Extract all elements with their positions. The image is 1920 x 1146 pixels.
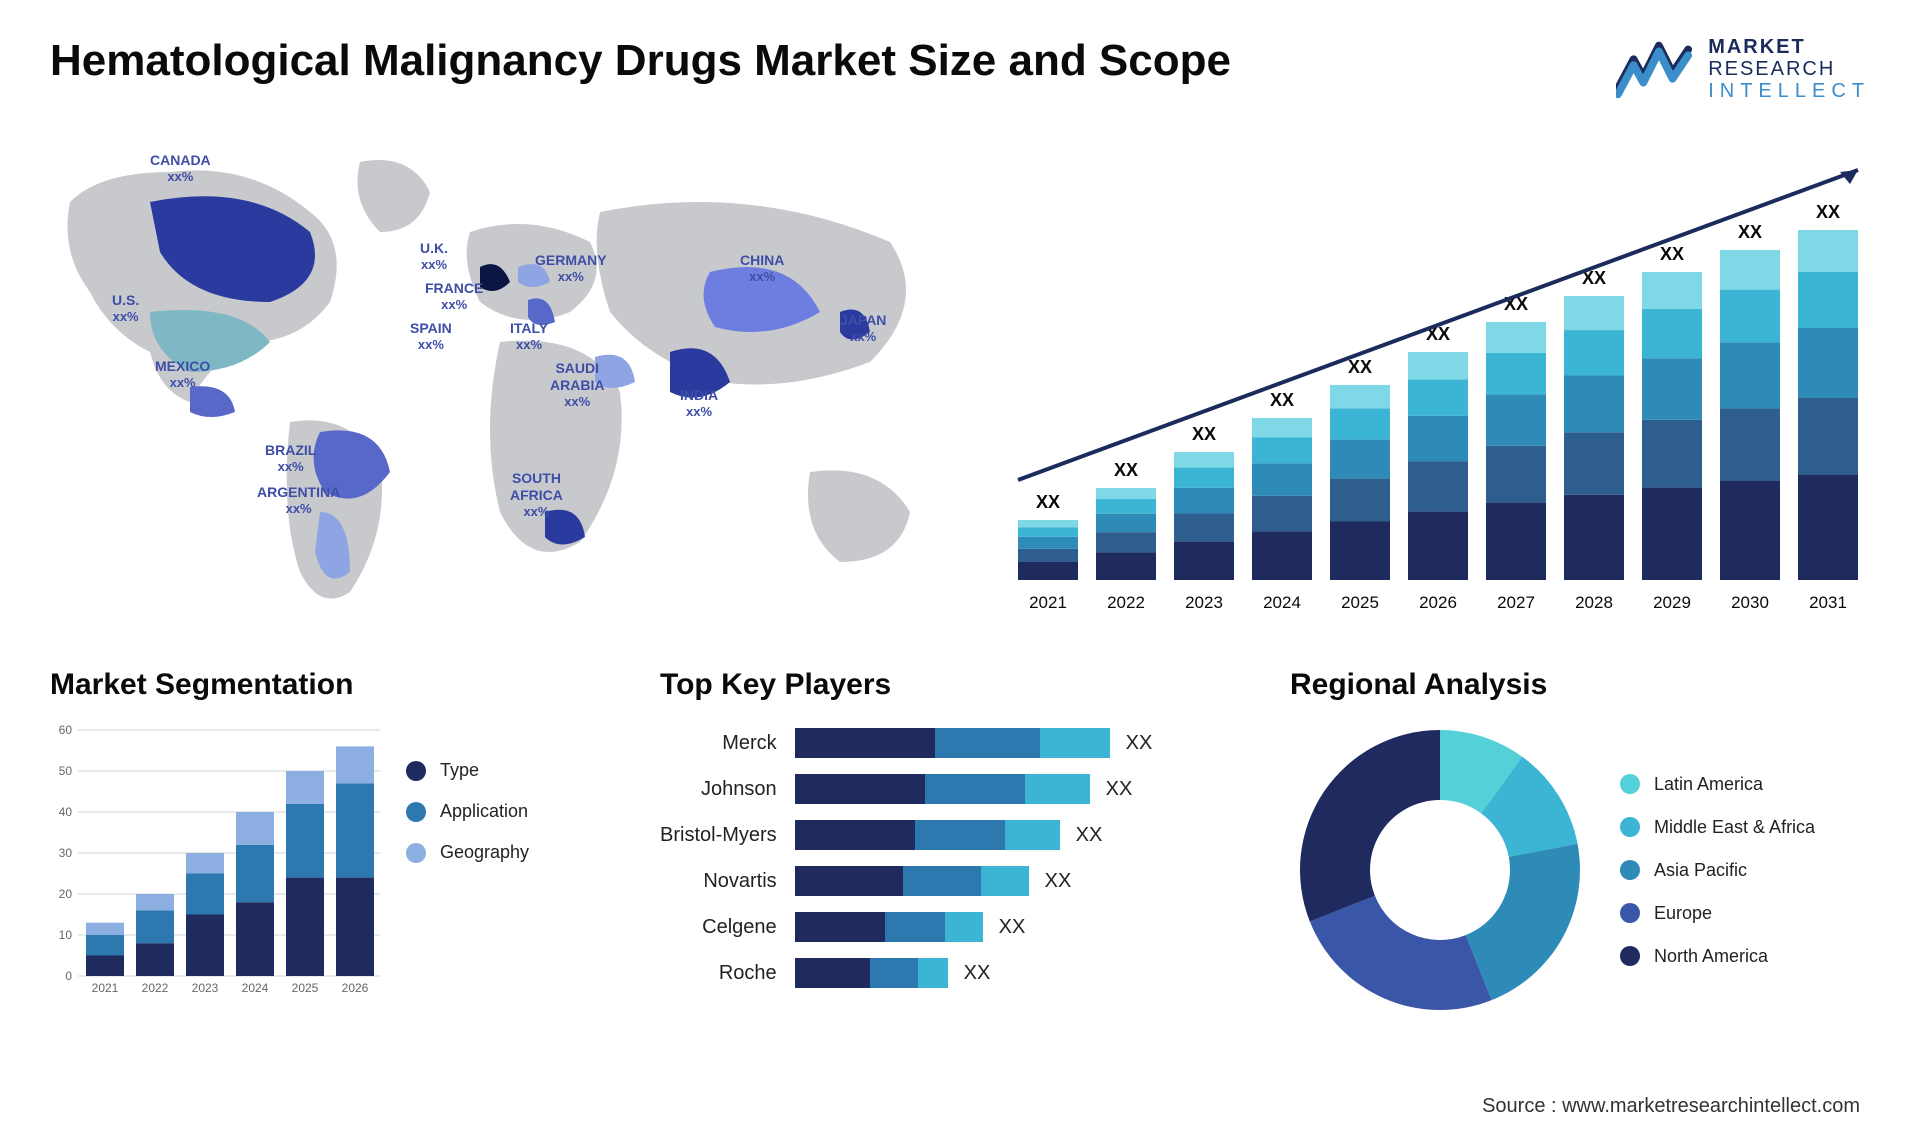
segmentation-panel: Market Segmentation 0 10 20 30 40 50 60 2021 202…: [50, 668, 610, 1020]
map-country-label: CANADAxx%: [150, 152, 211, 184]
legend-item: Europe: [1620, 903, 1815, 924]
svg-text:XX: XX: [1348, 357, 1372, 377]
svg-text:2025: 2025: [292, 981, 319, 995]
map-country-label: INDIAxx%: [680, 387, 718, 419]
legend-item: Application: [406, 801, 529, 822]
player-bar-row: XX: [795, 958, 1240, 988]
logo-line2: RESEARCH: [1708, 58, 1870, 80]
players-labels: Merck Johnson Bristol-Myers Novartis Celgene…: [660, 720, 777, 988]
map-country-label: ARGENTINAxx%: [257, 484, 340, 516]
svg-text:50: 50: [59, 764, 73, 778]
map-country-label: BRAZILxx%: [265, 442, 316, 474]
players-bars: XX XX XX XX XX XX: [795, 720, 1240, 988]
map-country-label: CHINAxx%: [740, 252, 784, 284]
svg-text:2023: 2023: [1185, 593, 1223, 612]
svg-text:60: 60: [59, 723, 73, 737]
regional-panel: Regional Analysis Latin America Middle Ea…: [1290, 668, 1870, 1020]
svg-text:2021: 2021: [92, 981, 119, 995]
legend-item: Asia Pacific: [1620, 860, 1815, 881]
svg-text:40: 40: [59, 805, 73, 819]
growth-bar-chart: XXXXXXXXXXXXXXXXXXXXXX 20212022202320242…: [1010, 132, 1870, 622]
map-country-label: U.S.xx%: [112, 292, 139, 324]
world-map-panel: CANADAxx% U.S.xx% MEXICOxx% BRAZILxx% ARGENT…: [50, 132, 970, 622]
svg-text:2026: 2026: [342, 981, 369, 995]
svg-text:2024: 2024: [1263, 593, 1301, 612]
svg-text:2025: 2025: [1341, 593, 1379, 612]
svg-text:2021: 2021: [1029, 593, 1067, 612]
map-country-label: SAUDIARABIAxx%: [550, 360, 604, 409]
svg-text:XX: XX: [1660, 244, 1684, 264]
svg-text:30: 30: [59, 846, 73, 860]
legend-item: Geography: [406, 842, 529, 863]
svg-text:XX: XX: [1270, 390, 1294, 410]
segmentation-chart: 0 10 20 30 40 50 60 2021 2022 2023 2024 2025 2026: [50, 720, 380, 1000]
svg-text:XX: XX: [1816, 202, 1840, 222]
svg-text:XX: XX: [1036, 492, 1060, 512]
legend-item: Middle East & Africa: [1620, 817, 1815, 838]
player-bar-row: XX: [795, 774, 1240, 804]
svg-text:XX: XX: [1192, 424, 1216, 444]
legend-item: Type: [406, 760, 529, 781]
brand-logo: MARKET RESEARCH INTELLECT: [1616, 36, 1870, 102]
map-country-label: ITALYxx%: [510, 320, 548, 352]
svg-text:2023: 2023: [192, 981, 219, 995]
legend-item: North America: [1620, 946, 1815, 967]
players-title: Top Key Players: [660, 668, 1240, 702]
svg-text:2030: 2030: [1731, 593, 1769, 612]
regional-title: Regional Analysis: [1290, 668, 1870, 702]
segmentation-legend: Type Application Geography: [406, 720, 529, 1000]
player-name: Roche: [719, 958, 777, 988]
player-bar-row: XX: [795, 728, 1240, 758]
source-attribution: Source : www.marketresearchintellect.com: [1482, 1095, 1860, 1118]
logo-line3: INTELLECT: [1708, 80, 1870, 102]
svg-text:XX: XX: [1114, 460, 1138, 480]
page-title: Hematological Malignancy Drugs Market Si…: [50, 36, 1231, 86]
segmentation-title: Market Segmentation: [50, 668, 610, 702]
map-country-label: U.K.xx%: [420, 240, 448, 272]
key-players-panel: Top Key Players Merck Johnson Bristol-Myer…: [660, 668, 1240, 1020]
player-name: Celgene: [702, 912, 777, 942]
player-bar-row: XX: [795, 820, 1240, 850]
svg-text:2028: 2028: [1575, 593, 1613, 612]
svg-text:0: 0: [65, 969, 72, 983]
logo-line1: MARKET: [1708, 36, 1870, 58]
player-name: Novartis: [703, 866, 776, 896]
map-country-label: FRANCExx%: [425, 280, 483, 312]
svg-text:2022: 2022: [142, 981, 169, 995]
player-name: Johnson: [701, 774, 777, 804]
map-country-label: MEXICOxx%: [155, 358, 210, 390]
svg-text:2029: 2029: [1653, 593, 1691, 612]
regional-donut: [1290, 720, 1590, 1020]
logo-mark-icon: [1616, 39, 1694, 99]
map-country-label: SOUTHAFRICAxx%: [510, 470, 563, 519]
map-country-label: GERMANYxx%: [535, 252, 607, 284]
svg-text:2026: 2026: [1419, 593, 1457, 612]
svg-text:2027: 2027: [1497, 593, 1535, 612]
map-country-label: SPAINxx%: [410, 320, 452, 352]
regional-legend: Latin America Middle East & Africa Asia Pa…: [1620, 774, 1815, 967]
legend-item: Latin America: [1620, 774, 1815, 795]
svg-text:10: 10: [59, 928, 73, 942]
svg-text:2024: 2024: [242, 981, 269, 995]
player-bar-row: XX: [795, 866, 1240, 896]
player-name: Merck: [722, 728, 776, 758]
svg-text:20: 20: [59, 887, 73, 901]
player-bar-row: XX: [795, 912, 1240, 942]
map-country-label: JAPANxx%: [840, 312, 886, 344]
player-name: Bristol-Myers: [660, 820, 777, 850]
svg-text:2031: 2031: [1809, 593, 1847, 612]
svg-text:2022: 2022: [1107, 593, 1145, 612]
svg-text:XX: XX: [1738, 222, 1762, 242]
